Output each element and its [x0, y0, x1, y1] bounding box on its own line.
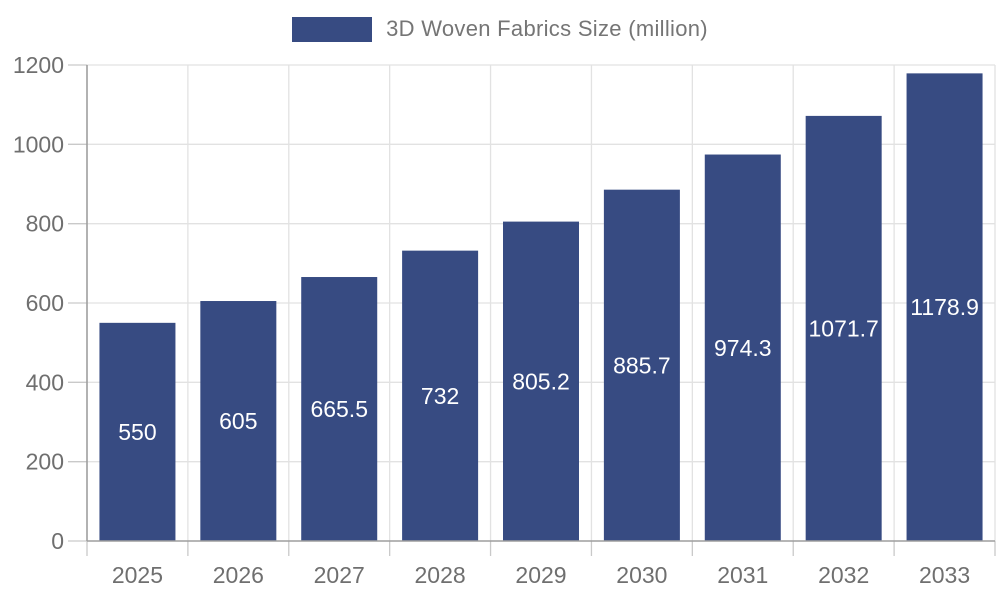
x-tick-label: 2030 — [616, 562, 667, 588]
bar-value-label: 605 — [219, 408, 257, 434]
x-tick-label: 2029 — [515, 562, 566, 588]
y-tick-label: 0 — [51, 528, 64, 554]
x-tick-label: 2033 — [919, 562, 970, 588]
bar-value-label: 1071.7 — [808, 315, 878, 341]
x-tick-label: 2026 — [213, 562, 264, 588]
x-tick-label: 2027 — [314, 562, 365, 588]
bar — [906, 73, 983, 542]
bar-value-label: 732 — [421, 383, 459, 409]
y-tick-label: 800 — [26, 211, 64, 237]
x-tick-label: 2028 — [415, 562, 466, 588]
y-tick-label: 200 — [26, 449, 64, 475]
bar — [301, 277, 378, 541]
bar-value-label: 550 — [118, 419, 156, 445]
y-tick-label: 1200 — [13, 52, 64, 78]
y-tick-label: 1000 — [13, 131, 64, 157]
bar-value-label: 974.3 — [714, 335, 772, 361]
x-tick-label: 2032 — [818, 562, 869, 588]
bar-value-label: 885.7 — [613, 352, 671, 378]
bar-value-label: 1178.9 — [910, 294, 979, 320]
bar — [402, 250, 479, 541]
bar-value-label: 805.2 — [512, 368, 570, 394]
bar — [805, 115, 882, 541]
bar — [99, 322, 176, 541]
x-tick-label: 2025 — [112, 562, 163, 588]
bar — [704, 154, 781, 542]
x-tick-label: 2031 — [717, 562, 768, 588]
bar — [603, 189, 680, 541]
bar — [503, 221, 579, 541]
bar-value-label: 665.5 — [310, 396, 368, 422]
y-tick-label: 600 — [26, 290, 64, 316]
bar — [200, 301, 277, 541]
y-tick-label: 400 — [26, 369, 64, 395]
